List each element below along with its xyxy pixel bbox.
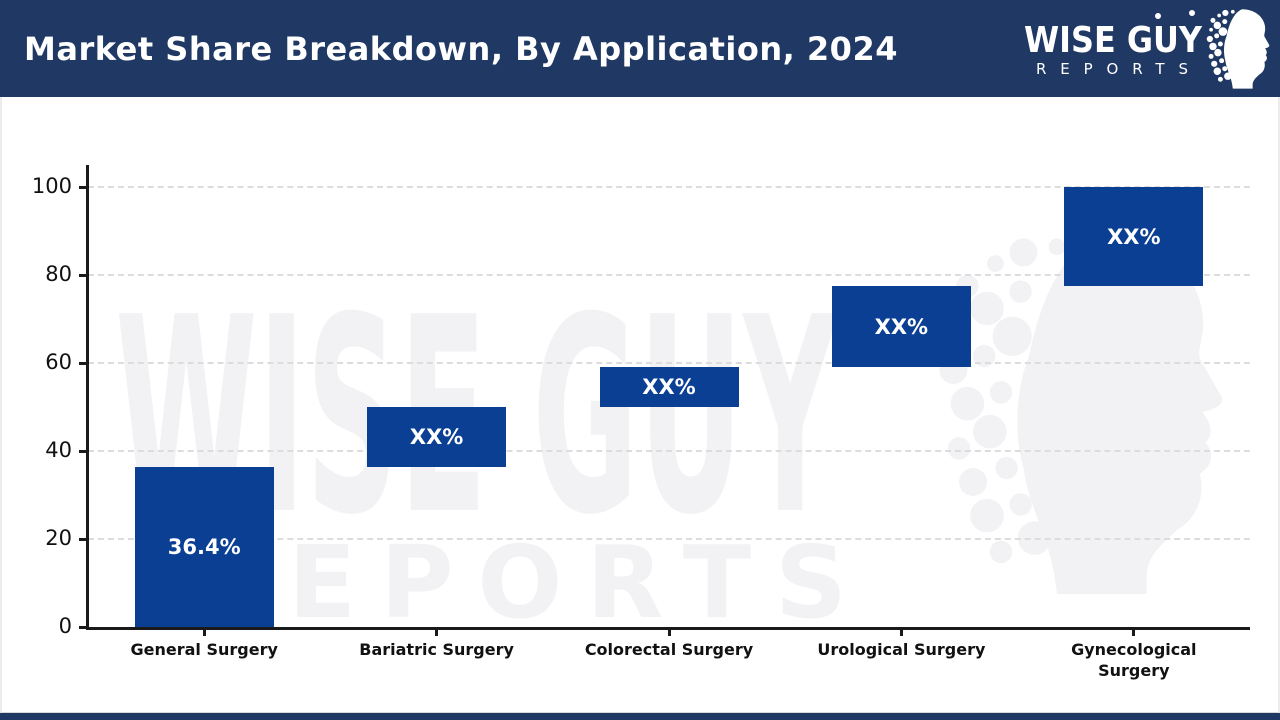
bar-bariatric-surgery xyxy=(367,407,507,467)
bar-general-surgery xyxy=(134,466,274,627)
y-tick-label: 60 xyxy=(45,350,72,374)
logo-umlaut-dot xyxy=(1189,10,1195,16)
x-category-label: Colorectal Surgery xyxy=(584,640,754,659)
y-tick-mark xyxy=(79,625,87,629)
y-tick-mark xyxy=(79,449,87,453)
bar-value-label: XX% xyxy=(642,375,696,400)
x-category-label: Bariatric Surgery xyxy=(359,640,514,659)
gridline-40 xyxy=(88,450,1250,452)
x-tick-mark xyxy=(899,630,903,636)
x-tick-mark xyxy=(202,630,206,636)
gridline-80 xyxy=(88,274,1250,276)
bar-value-label: XX% xyxy=(409,424,464,449)
y-tick-mark xyxy=(79,185,87,189)
bar-value-label: 36.4% xyxy=(167,534,241,559)
x-category-label: General Surgery xyxy=(130,640,278,659)
bar-value-label: XX% xyxy=(874,314,929,339)
y-tick-label: 0 xyxy=(58,614,72,638)
bar-gynecological-surgery xyxy=(1064,187,1204,286)
y-tick-label: 100 xyxy=(31,174,72,198)
y-tick-label: 20 xyxy=(45,526,72,550)
y-axis-spine xyxy=(86,165,89,630)
logo-text-main: WISE GUY xyxy=(1024,20,1203,61)
logo-umlaut-dot xyxy=(1155,13,1161,19)
gridline-100 xyxy=(88,186,1250,188)
header-bar: Market Share Breakdown, By Application, … xyxy=(0,0,1280,97)
x-category-label: Urological Surgery xyxy=(817,640,986,659)
bar-colorectal-surgery xyxy=(599,367,739,407)
page-title: Market Share Breakdown, By Application, … xyxy=(24,29,898,68)
bar-value-label: XX% xyxy=(1107,224,1161,249)
x-tick-mark xyxy=(1132,630,1136,636)
y-tick-label: 80 xyxy=(45,262,72,286)
footer-bar xyxy=(0,713,1280,720)
y-tick-mark xyxy=(79,361,87,365)
x-axis-spine xyxy=(86,627,1250,630)
wiseguy-logo: WISE GUY REPORTS xyxy=(1024,9,1270,89)
x-tick-mark xyxy=(667,630,671,636)
y-tick-mark xyxy=(79,273,87,277)
gridline-20 xyxy=(88,538,1250,540)
y-tick-label: 40 xyxy=(45,438,72,462)
x-tick-mark xyxy=(435,630,439,636)
y-tick-mark xyxy=(79,537,87,541)
x-category-label: Gynecological Surgery xyxy=(1071,640,1197,680)
bar-urological-surgery xyxy=(831,286,971,368)
gridline-60 xyxy=(88,362,1250,364)
